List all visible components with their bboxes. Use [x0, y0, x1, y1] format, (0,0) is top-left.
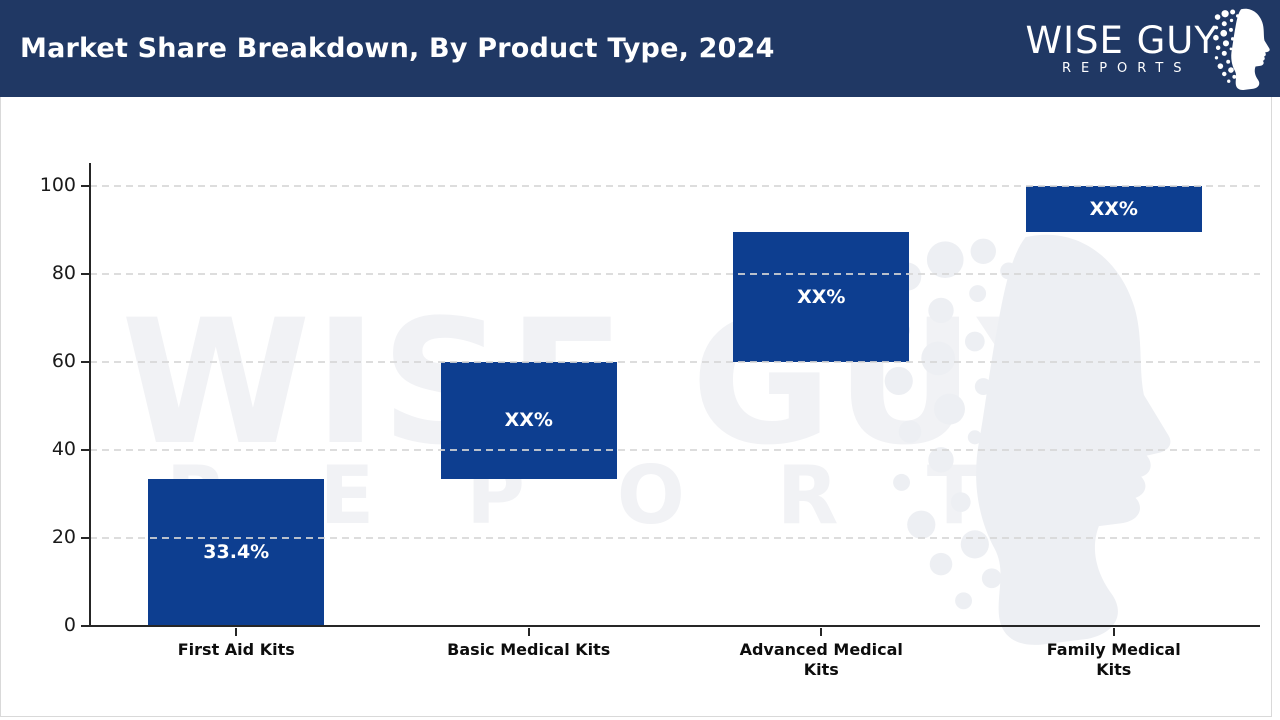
bar-value-label-advanced-medical-kits: XX%	[797, 285, 846, 308]
bar-value-label-family-medical-kits: XX%	[1089, 197, 1138, 220]
y-axis-line	[89, 163, 91, 627]
plot-area: WISE GUY REPORTS 02040608010033.4%First …	[0, 97, 1272, 717]
logo-subtext: REPORTS	[1061, 61, 1192, 76]
x-tick-basic-medical-kits	[527, 628, 530, 636]
y-tick-0	[81, 625, 90, 627]
bar-advanced-medical-kits: XX%	[733, 231, 910, 362]
category-label-family-medical-kits: Family Medical Kits	[1046, 640, 1181, 679]
logo-wordmark: WISE GUY	[1025, 19, 1218, 62]
bar-value-label-basic-medical-kits: XX%	[504, 409, 553, 432]
y-tick-label-80: 80	[51, 261, 76, 284]
y-tick-100	[81, 184, 90, 187]
gridline-60	[90, 360, 1260, 363]
bar-value-label-first-aid-kits: 33.4%	[203, 541, 270, 564]
gridline-80	[90, 272, 1260, 275]
y-tick-label-40: 40	[51, 437, 76, 460]
chart-title: Market Share Breakdown, By Product Type,…	[20, 33, 775, 64]
x-tick-family-medical-kits	[1112, 628, 1115, 636]
y-tick-80	[81, 272, 90, 275]
bar-first-aid-kits: 33.4%	[148, 478, 325, 626]
category-label-first-aid-kits: First Aid Kits	[177, 640, 295, 659]
gridline-40	[90, 448, 1260, 451]
category-label-basic-medical-kits: Basic Medical Kits	[447, 640, 611, 659]
gridline-100	[90, 184, 1260, 187]
y-tick-label-100: 100	[39, 173, 76, 196]
y-tick-label-0: 0	[63, 614, 76, 636]
y-tick-label-20: 20	[51, 525, 76, 548]
watermark-subtext: REPORTS	[166, 449, 1224, 542]
y-tick-60	[81, 360, 90, 363]
y-tick-20	[81, 536, 90, 539]
y-tick-label-60: 60	[51, 349, 76, 372]
logo-wordmark-block: WISE GUY REPORTS	[1026, 22, 1218, 75]
watermark-head-icon	[884, 234, 1171, 645]
x-axis-line	[89, 625, 1260, 627]
bar-family-medical-kits: XX%	[1025, 185, 1202, 232]
wise-guy-head-icon	[1213, 8, 1270, 90]
gridline-20	[90, 536, 1260, 539]
x-tick-advanced-medical-kits	[820, 628, 823, 636]
y-tick-40	[81, 448, 90, 451]
category-label-advanced-medical-kits: Advanced Medical Kits	[739, 640, 903, 679]
wise-guy-logo: WISE GUY REPORTS	[1026, 0, 1272, 97]
header-band: Market Share Breakdown, By Product Type,…	[0, 0, 1280, 97]
bar-basic-medical-kits: XX%	[440, 361, 617, 479]
x-tick-first-aid-kits	[235, 628, 238, 636]
